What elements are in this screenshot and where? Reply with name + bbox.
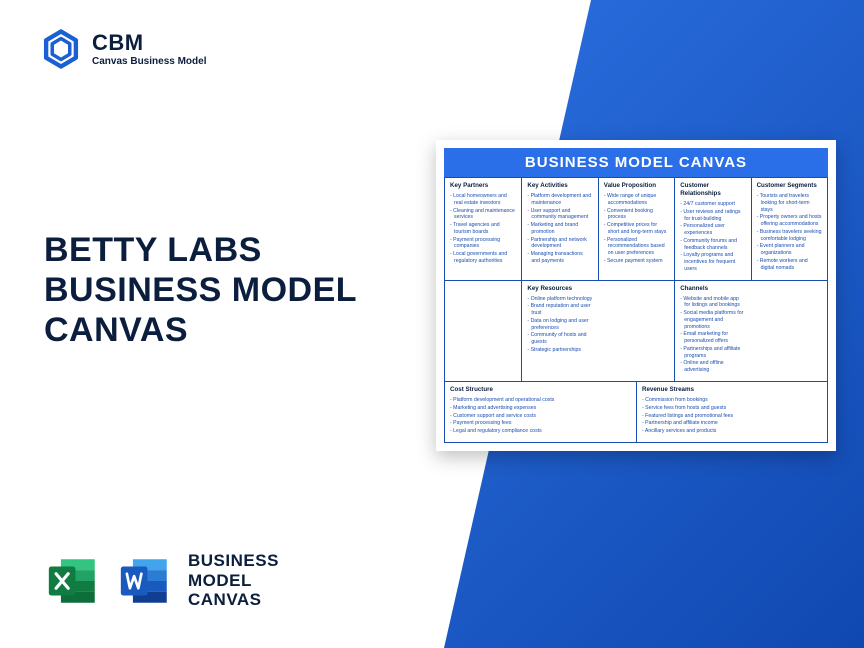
brand-subtitle: Canvas Business Model: [92, 56, 206, 67]
list-item: Email marketing for personalized offers: [680, 331, 745, 345]
canvas-bottom-row: Cost Structure Platform development and …: [444, 381, 828, 443]
format-label-line-1: BUSINESS: [188, 551, 279, 571]
list-item: User support and community management: [527, 208, 592, 222]
page-title: BETTY LABS BUSINESS MODEL CANVAS: [44, 230, 357, 350]
list-item: Local governments and regulatory authori…: [450, 251, 516, 265]
cell-title: Value Proposition: [604, 182, 669, 190]
cell-customer-segments: Customer Segments Tourists and travelers…: [751, 178, 827, 280]
cell-empty: [598, 280, 674, 381]
cell-title: Customer Segments: [757, 182, 822, 190]
list-item: Convenient booking process: [604, 208, 669, 222]
list-item: Online and offline advertising: [680, 360, 745, 374]
list-item: Partnerships and affiliate programs: [680, 346, 745, 360]
brand-logo-icon: [40, 28, 82, 70]
format-badges: BUSINESS MODEL CANVAS: [44, 551, 279, 610]
cell-cost-structure: Cost Structure Platform development and …: [445, 381, 636, 442]
list-item: Secure payment system: [604, 258, 669, 265]
cell-channels: Channels Website and mobile app for list…: [674, 280, 750, 381]
brand-acronym: CBM: [92, 31, 206, 55]
list-item: Personalized user experiences: [680, 223, 745, 237]
excel-icon: [44, 552, 102, 610]
title-line-1: BETTY LABS: [44, 230, 357, 270]
brand-logo-area: CBM Canvas Business Model: [40, 28, 206, 70]
cell-title: Customer Relationships: [680, 182, 745, 198]
list-item: Remote workers and digital nomads: [757, 258, 822, 272]
list-item: Loyalty programs and incentives for freq…: [680, 252, 745, 272]
list-item: Commission from bookings: [642, 397, 822, 404]
list-item: Partnership and network development: [527, 237, 592, 251]
list-item: Legal and regulatory compliance costs: [450, 428, 631, 435]
list-item: 24/7 customer support: [680, 201, 745, 208]
list-item: Community forums and feedback channels: [680, 238, 745, 252]
title-line-3: CANVAS: [44, 310, 357, 350]
list-item: Ancillary services and products: [642, 428, 822, 435]
canvas-top-row: Key Partners Local homeowners and real e…: [444, 177, 828, 280]
canvas-mid-row: Key Resources Online platform technology…: [444, 280, 828, 381]
format-label: BUSINESS MODEL CANVAS: [188, 551, 279, 610]
list-item: Strategic partnerships: [527, 347, 592, 354]
list-item: Brand reputation and user trust: [527, 303, 592, 317]
list-item: Payment processing companies: [450, 237, 516, 251]
canvas-header: BUSINESS MODEL CANVAS: [444, 148, 828, 177]
list-item: User reviews and ratings for trust-build…: [680, 209, 745, 223]
list-item: Payment processing fees: [450, 420, 631, 427]
list-item: Website and mobile app for listings and …: [680, 296, 745, 310]
list-item: Social media platforms for engagement an…: [680, 310, 745, 330]
canvas-preview: BUSINESS MODEL CANVAS Key Partners Local…: [436, 140, 836, 451]
list-item: Wide range of unique accommodations: [604, 193, 669, 207]
list-item: Featured listings and promotional fees: [642, 413, 822, 420]
list-item: Marketing and brand promotion: [527, 222, 592, 236]
cell-title: Key Activities: [527, 182, 592, 190]
list-item: Event planners and organizations: [757, 243, 822, 257]
title-line-2: BUSINESS MODEL: [44, 270, 357, 310]
list-item: Personalized recommendations based on us…: [604, 237, 669, 257]
cell-value-proposition: Value Proposition Wide range of unique a…: [598, 178, 674, 280]
brand-logo-text: CBM Canvas Business Model: [92, 31, 206, 66]
cell-title: Key Resources: [527, 285, 592, 293]
cell-title: Channels: [680, 285, 745, 293]
cell-empty: [751, 280, 827, 381]
cell-key-activities: Key Activities Platform development and …: [521, 178, 597, 280]
cell-key-resources: Key Resources Online platform technology…: [521, 280, 597, 381]
list-item: Data on lodging and user preferences: [527, 318, 592, 332]
list-item: Platform development and operational cos…: [450, 397, 631, 404]
list-item: Customer support and service costs: [450, 413, 631, 420]
list-item: Marketing and advertising expenses: [450, 405, 631, 412]
list-item: Cleaning and maintenance services: [450, 208, 516, 222]
cell-title: Key Partners: [450, 182, 516, 190]
cell-title: Revenue Streams: [642, 386, 822, 394]
list-item: Competitive prices for short and long-te…: [604, 222, 669, 236]
list-item: Partnership and affiliate income: [642, 420, 822, 427]
list-item: Online platform technology: [527, 296, 592, 303]
cell-title: Cost Structure: [450, 386, 631, 394]
word-icon: [116, 552, 174, 610]
list-item: Travel agencies and tourism boards: [450, 222, 516, 236]
list-item: Local homeowners and real estate investo…: [450, 193, 516, 207]
format-label-line-3: CANVAS: [188, 590, 279, 610]
list-item: Managing transactions and payments: [527, 251, 592, 265]
list-item: Property owners and hosts offering accom…: [757, 214, 822, 228]
list-item: Tourists and travelers looking for short…: [757, 193, 822, 213]
list-item: Business travelers seeking comfortable l…: [757, 229, 822, 243]
cell-revenue-streams: Revenue Streams Commission from bookings…: [636, 381, 827, 442]
format-label-line-2: MODEL: [188, 571, 279, 591]
cell-customer-relationships: Customer Relationships 24/7 customer sup…: [674, 178, 750, 280]
cell-key-partners: Key Partners Local homeowners and real e…: [445, 178, 521, 280]
cell-empty: [445, 280, 521, 381]
list-item: Community of hosts and guests: [527, 332, 592, 346]
list-item: Platform development and maintenance: [527, 193, 592, 207]
list-item: Service fees from hosts and guests: [642, 405, 822, 412]
